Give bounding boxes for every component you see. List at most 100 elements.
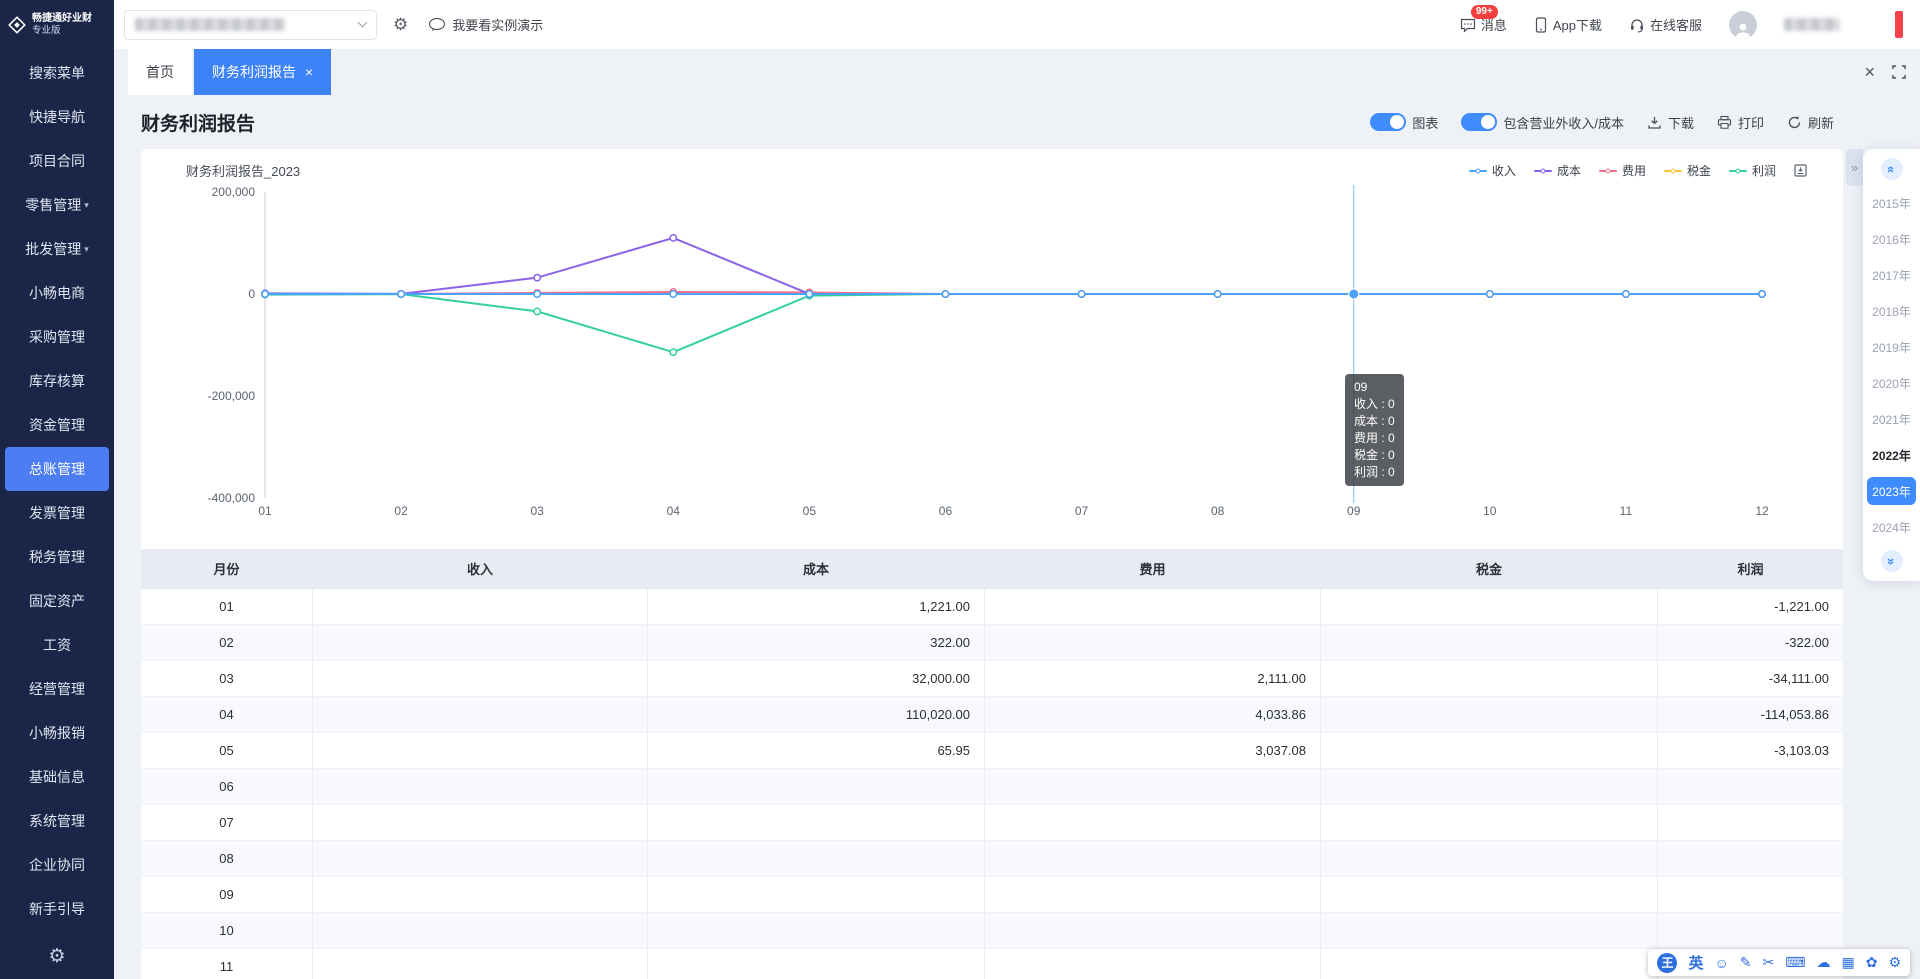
avatar[interactable]: [1729, 10, 1757, 39]
settings-gear-icon[interactable]: ⚙: [393, 14, 409, 34]
refresh-button[interactable]: 刷新: [1787, 113, 1834, 132]
sidebar-item[interactable]: 工资 ▾: [43, 637, 71, 653]
sidebar-item[interactable]: 基础信息 ▾: [29, 769, 85, 785]
sidebar-item[interactable]: 税务管理 ▾: [29, 549, 85, 565]
print-button[interactable]: 打印: [1717, 113, 1764, 132]
sidebar-item[interactable]: 快捷导航 ▾: [29, 109, 85, 125]
sidebar-item[interactable]: 发票管理 ▾: [29, 505, 85, 521]
sidebar-item[interactable]: 库存核算 ▾: [29, 373, 85, 389]
sidebar-item[interactable]: 经营管理 ▾: [29, 681, 85, 697]
sidebar-item[interactable]: 搜索菜单 ▾: [29, 65, 85, 81]
screenshot-icon[interactable]: ✂: [1762, 954, 1775, 970]
sidebar-item[interactable]: 采购管理 ▾: [29, 329, 85, 345]
include-nonoperating-toggle[interactable]: 包含营业外收入/成本: [1461, 113, 1624, 132]
support-button[interactable]: 在线客服: [1629, 15, 1702, 34]
table-row[interactable]: 10: [141, 913, 1843, 949]
sidebar-item[interactable]: 小畅电商 ▾: [29, 285, 85, 301]
edge-red-tab[interactable]: [1895, 11, 1903, 38]
year-item[interactable]: 2015年: [1872, 196, 1911, 211]
chart-toggle-switch[interactable]: [1370, 113, 1407, 131]
close-all-tabs-icon[interactable]: ×: [1864, 61, 1875, 82]
year-item[interactable]: 2020年: [1872, 376, 1911, 391]
svg-text:04: 04: [667, 504, 681, 518]
chart-toggle[interactable]: 图表: [1370, 113, 1438, 132]
sidebar-item[interactable]: 新手引导 ▾: [29, 901, 85, 917]
sidebar-item[interactable]: 零售管理 ▾: [25, 197, 89, 213]
year-item[interactable]: 2021年: [1872, 412, 1911, 427]
app-download-label: App下载: [1552, 18, 1602, 33]
table-row[interactable]: 02 322.00 -322.00: [141, 625, 1843, 661]
tooltip-row: 税金 : 0: [1354, 448, 1395, 463]
app-download-button[interactable]: App下载: [1534, 15, 1602, 34]
table-row[interactable]: 11: [141, 949, 1843, 979]
save-image-icon[interactable]: [1794, 164, 1807, 177]
svg-text:09: 09: [1347, 504, 1361, 518]
chart-region: 财务利润报告_2023 收入 成本: [141, 149, 1843, 549]
fullscreen-icon[interactable]: [1892, 65, 1906, 79]
ime-settings-icon[interactable]: ⚙: [1888, 954, 1901, 970]
tab-home[interactable]: 首页: [128, 49, 192, 95]
table-row[interactable]: 09: [141, 877, 1843, 913]
demo-label: 我要看实例演示: [452, 18, 544, 33]
sidebar-item[interactable]: 项目合同 ▾: [29, 153, 85, 169]
legend-item[interactable]: 税金: [1663, 162, 1711, 179]
table-row[interactable]: 03 32,000.00 2,111.00 -34,111.00: [141, 661, 1843, 697]
include-toggle-label: 包含营业外收入/成本: [1503, 115, 1624, 131]
sidebar-item[interactable]: 资金管理 ▾: [29, 417, 85, 433]
include-toggle-switch[interactable]: [1461, 113, 1498, 131]
demo-button[interactable]: 我要看实例演示: [428, 15, 543, 34]
toolbox-icon[interactable]: ✿: [1865, 954, 1878, 970]
cloud-input-icon[interactable]: ☁: [1816, 954, 1831, 970]
legend-item[interactable]: 利润: [1728, 162, 1776, 179]
years-scroll-up-button[interactable]: «: [1880, 158, 1903, 180]
tooltip-row: 收入 : 0: [1354, 397, 1395, 412]
skin-icon[interactable]: ▦: [1841, 954, 1855, 970]
legend-item[interactable]: 成本: [1533, 162, 1581, 179]
year-panel-collapse-handle[interactable]: »: [1846, 149, 1863, 186]
table-row[interactable]: 04 110,020.00 4,033.86 -114,053.86: [141, 697, 1843, 733]
tooltip-month: 09: [1354, 380, 1368, 394]
col-header-month: 月份: [141, 549, 313, 589]
org-select[interactable]: [124, 9, 377, 40]
report-card: 财务利润报告_2023 收入 成本: [141, 149, 1843, 979]
year-item[interactable]: 2018年: [1872, 304, 1911, 319]
svg-text:02: 02: [394, 504, 408, 518]
year-item[interactable]: 2016年: [1872, 232, 1911, 247]
ime-language-mode[interactable]: 英: [1688, 955, 1704, 972]
sidebar-item[interactable]: 系统管理 ▾: [29, 813, 85, 829]
legend-marker: [1598, 168, 1617, 173]
sidebar-settings-gear-icon[interactable]: ⚙: [48, 945, 66, 967]
table-row[interactable]: 06: [141, 769, 1843, 805]
table-row[interactable]: 08: [141, 841, 1843, 877]
table-row[interactable]: 01 1,221.00 -1,221.00: [141, 589, 1843, 625]
emoji-icon[interactable]: ☺: [1714, 954, 1729, 971]
table-header-row: 月份 收入 成本 费用 税金 利润: [141, 549, 1843, 589]
years-scroll-down-button[interactable]: »: [1880, 550, 1903, 572]
year-item[interactable]: 2023年: [1867, 477, 1916, 505]
sidebar-item[interactable]: 批发管理 ▾: [25, 241, 89, 257]
sidebar-item[interactable]: 总账管理 ▾: [5, 447, 109, 491]
table-row[interactable]: 07: [141, 805, 1843, 841]
sidebar-item[interactable]: 小畅报销 ▾: [29, 725, 85, 741]
legend-marker: [1533, 168, 1552, 173]
handwriting-icon[interactable]: ✎: [1739, 954, 1752, 970]
tab-profit-report[interactable]: 财务利润报告 ×: [194, 49, 332, 95]
legend-item[interactable]: 收入: [1468, 162, 1516, 179]
chart-tooltip: 09 收入 : 0 成本 : 0 费用 : 0 税金 : 0 利润 : 0: [1345, 374, 1404, 487]
year-item[interactable]: 2019年: [1872, 340, 1911, 355]
download-button[interactable]: 下载: [1647, 113, 1694, 132]
close-tab-icon[interactable]: ×: [305, 64, 314, 80]
ime-logo-badge[interactable]: 王: [1657, 952, 1678, 973]
legend-item[interactable]: 费用: [1598, 162, 1646, 179]
table-row[interactable]: 05 65.95 3,037.08 -3,103.03: [141, 733, 1843, 769]
messages-button[interactable]: 99+ 消息: [1460, 5, 1507, 34]
sidebar-item[interactable]: 固定资产 ▾: [29, 593, 85, 609]
sidebar-item[interactable]: 企业协同 ▾: [29, 857, 85, 873]
year-item[interactable]: 2022年: [1872, 448, 1911, 463]
keyboard-icon[interactable]: ⌨: [1785, 954, 1806, 970]
tabbar: 首页 财务利润报告 × ×: [114, 49, 1920, 95]
year-item[interactable]: 2017年: [1872, 268, 1911, 283]
year-item[interactable]: 2024年: [1872, 520, 1911, 535]
double-chevron-up-icon: «: [1883, 165, 1899, 173]
